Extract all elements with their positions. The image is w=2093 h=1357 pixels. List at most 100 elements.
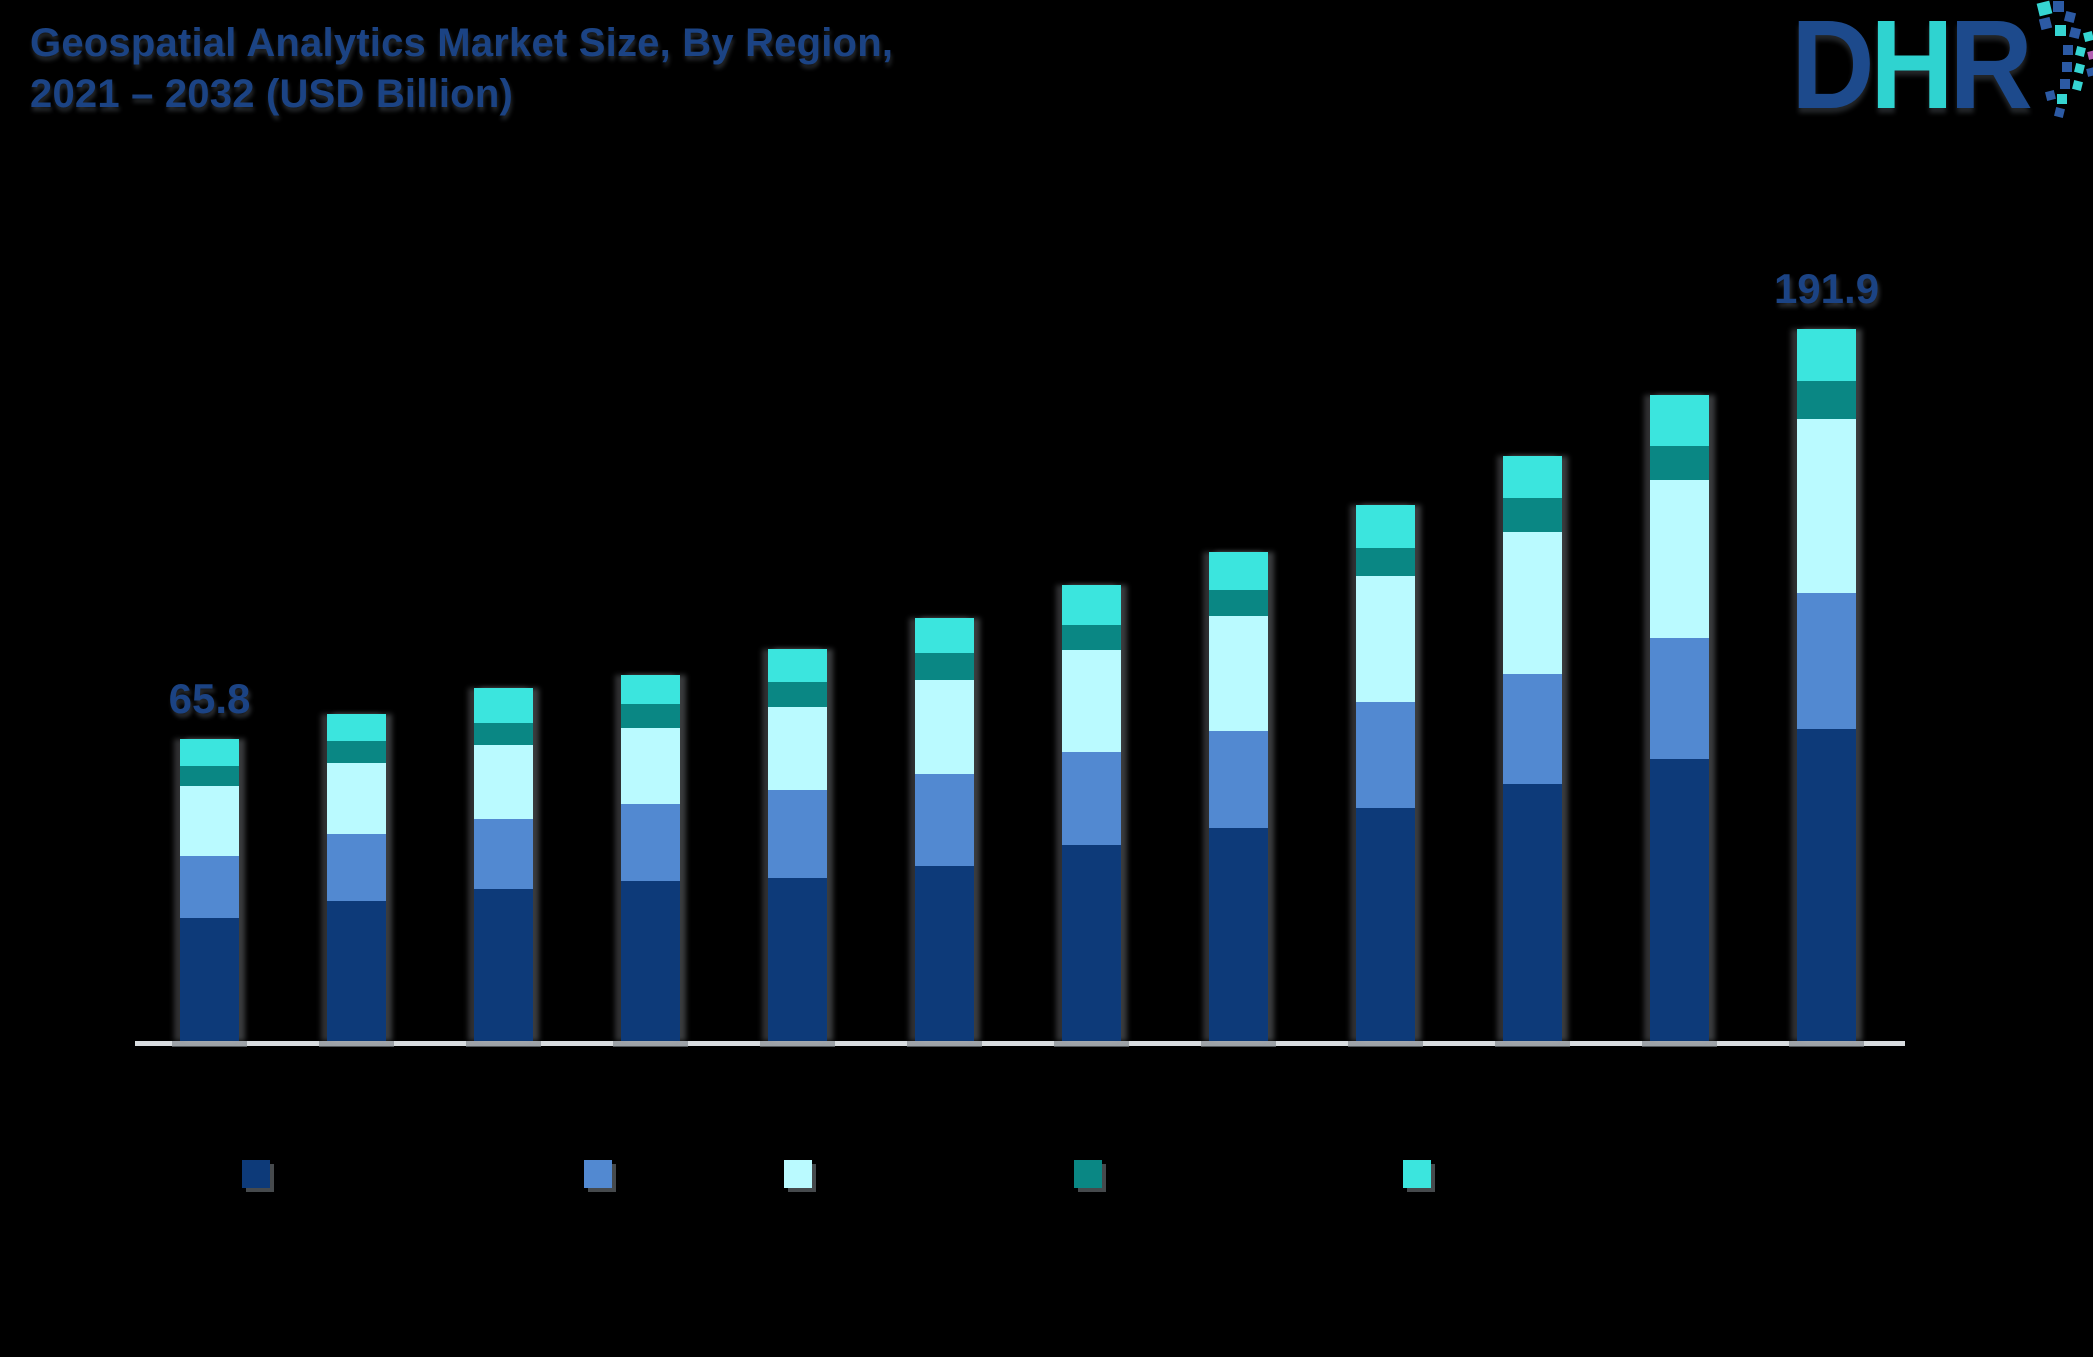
- bar-segment-series-3-pale-cyan: [915, 680, 974, 774]
- bar-segment-series-3-pale-cyan: [1209, 616, 1268, 731]
- bar-segment-series-5-bright-cyan: [1062, 585, 1121, 625]
- bar-segment-series-3-pale-cyan: [1062, 650, 1121, 752]
- bar-segment-series-2-medium-blue: [474, 819, 533, 889]
- bar-segment-series-4-teal: [180, 766, 239, 786]
- bar-segment-series-5-bright-cyan: [180, 739, 239, 766]
- bar-2030: [1503, 456, 1562, 1041]
- logo-letter-h: H: [1870, 0, 1954, 135]
- bar-ground-shadow-2025: [760, 1041, 835, 1047]
- logo-sparkle-dot: [2055, 25, 2066, 36]
- bar-segment-series-1-dark-navy: [474, 889, 533, 1041]
- bar-segment-series-3-pale-cyan: [621, 728, 680, 804]
- bar-segment-series-5-bright-cyan: [915, 618, 974, 653]
- bar-2021: [180, 739, 239, 1041]
- bar-2026: [915, 618, 974, 1041]
- legend-swatch-series-4-teal: [1074, 1160, 1102, 1188]
- bar-2031: [1650, 395, 1709, 1041]
- bar-segment-series-2-medium-blue: [327, 834, 386, 901]
- bar-segment-series-3-pale-cyan: [1356, 576, 1415, 702]
- bar-segment-series-1-dark-navy: [1650, 759, 1709, 1041]
- bar-ground-shadow-2026: [907, 1041, 982, 1047]
- bar-segment-series-5-bright-cyan: [327, 714, 386, 741]
- logo-sparkle-dot: [2054, 107, 2065, 118]
- value-label-last: 191.9: [1773, 265, 1880, 312]
- bar-2027: [1062, 585, 1121, 1041]
- bar-segment-series-1-dark-navy: [1062, 845, 1121, 1041]
- bar-segment-series-4-teal: [1062, 625, 1121, 650]
- bar-segment-series-3-pale-cyan: [327, 763, 386, 834]
- bar-ground-shadow-2021: [172, 1041, 247, 1047]
- bar-segment-series-4-teal: [1209, 590, 1268, 616]
- bar-ground-shadow-2030: [1495, 1041, 1570, 1047]
- bar-segment-series-2-medium-blue: [180, 856, 239, 918]
- logo-letter-r: R: [1949, 0, 2033, 135]
- bar-segment-series-2-medium-blue: [1503, 674, 1562, 784]
- bar-segment-series-3-pale-cyan: [180, 786, 239, 856]
- logo-sparkle-dot: [2074, 63, 2085, 74]
- logo-sparkle-dot: [2086, 67, 2093, 77]
- bar-segment-series-4-teal: [621, 704, 680, 728]
- dhr-logo: DHR: [1791, 2, 2033, 128]
- x-axis-baseline: [135, 1041, 1905, 1046]
- bar-segment-series-4-teal: [1503, 498, 1562, 532]
- bar-segment-series-4-teal: [1797, 381, 1856, 419]
- bar-segment-series-5-bright-cyan: [1503, 456, 1562, 498]
- bar-segment-series-1-dark-navy: [768, 878, 827, 1041]
- bar-ground-shadow-2032: [1789, 1041, 1864, 1047]
- logo-sparkle-dot: [2075, 46, 2086, 57]
- bar-segment-series-4-teal: [1356, 548, 1415, 576]
- bar-segment-series-2-medium-blue: [1356, 702, 1415, 808]
- bar-segment-series-1-dark-navy: [327, 901, 386, 1041]
- bar-segment-series-1-dark-navy: [1356, 808, 1415, 1041]
- value-label-first: 65.8: [168, 675, 251, 722]
- legend-swatch-series-5-bright-cyan: [1403, 1160, 1431, 1188]
- chart-title: Geospatial Analytics Market Size, By Reg…: [30, 18, 893, 120]
- logo-sparkle-dot: [2045, 90, 2056, 101]
- logo-sparkle-dot: [2072, 80, 2083, 91]
- logo-letter-d: D: [1791, 0, 1875, 135]
- logo-sparkle-dot: [2036, 0, 2053, 17]
- bar-2024: [621, 675, 680, 1041]
- logo-sparkle-dot: [2063, 45, 2073, 55]
- chart-title-line2: 2021 – 2032 (USD Billion): [30, 72, 513, 116]
- logo-sparkle-dot: [2062, 62, 2072, 72]
- bar-ground-shadow-2024: [613, 1041, 688, 1047]
- bar-ground-shadow-2029: [1348, 1041, 1423, 1047]
- bar-2022: [327, 714, 386, 1041]
- bar-2029: [1356, 505, 1415, 1041]
- bar-segment-series-4-teal: [768, 682, 827, 707]
- bar-segment-series-4-teal: [474, 723, 533, 745]
- bar-segment-series-1-dark-navy: [915, 866, 974, 1041]
- bar-segment-series-4-teal: [1650, 446, 1709, 480]
- logo-sparkle-dot: [2060, 79, 2070, 89]
- bar-ground-shadow-2027: [1054, 1041, 1129, 1047]
- bar-segment-series-2-medium-blue: [768, 790, 827, 878]
- bar-segment-series-2-medium-blue: [621, 804, 680, 881]
- bar-segment-series-3-pale-cyan: [1797, 419, 1856, 593]
- bar-segment-series-5-bright-cyan: [1356, 505, 1415, 548]
- legend-swatch-series-3-pale-cyan: [784, 1160, 812, 1188]
- bar-2025: [768, 649, 827, 1041]
- bar-segment-series-3-pale-cyan: [1503, 532, 1562, 674]
- bar-segment-series-1-dark-navy: [1209, 828, 1268, 1041]
- bar-segment-series-5-bright-cyan: [768, 649, 827, 682]
- bar-segment-series-2-medium-blue: [1650, 638, 1709, 759]
- bar-ground-shadow-2022: [319, 1041, 394, 1047]
- bar-segment-series-5-bright-cyan: [1797, 329, 1856, 381]
- bar-segment-series-2-medium-blue: [1062, 752, 1121, 845]
- logo-sparkle-dot: [2068, 26, 2082, 40]
- bar-segment-series-5-bright-cyan: [621, 675, 680, 704]
- bar-segment-series-2-medium-blue: [915, 774, 974, 866]
- bar-segment-series-3-pale-cyan: [768, 707, 827, 790]
- bar-2023: [474, 688, 533, 1041]
- bar-segment-series-5-bright-cyan: [474, 688, 533, 723]
- bar-segment-series-3-pale-cyan: [474, 745, 533, 819]
- bar-ground-shadow-2028: [1201, 1041, 1276, 1047]
- bar-segment-series-5-bright-cyan: [1650, 395, 1709, 446]
- logo-sparkle-dot: [2053, 1, 2064, 12]
- legend-swatch-series-1-dark-navy: [242, 1160, 270, 1188]
- bar-segment-series-4-teal: [915, 653, 974, 680]
- bar-ground-shadow-2031: [1642, 1041, 1717, 1047]
- bar-segment-series-2-medium-blue: [1209, 731, 1268, 828]
